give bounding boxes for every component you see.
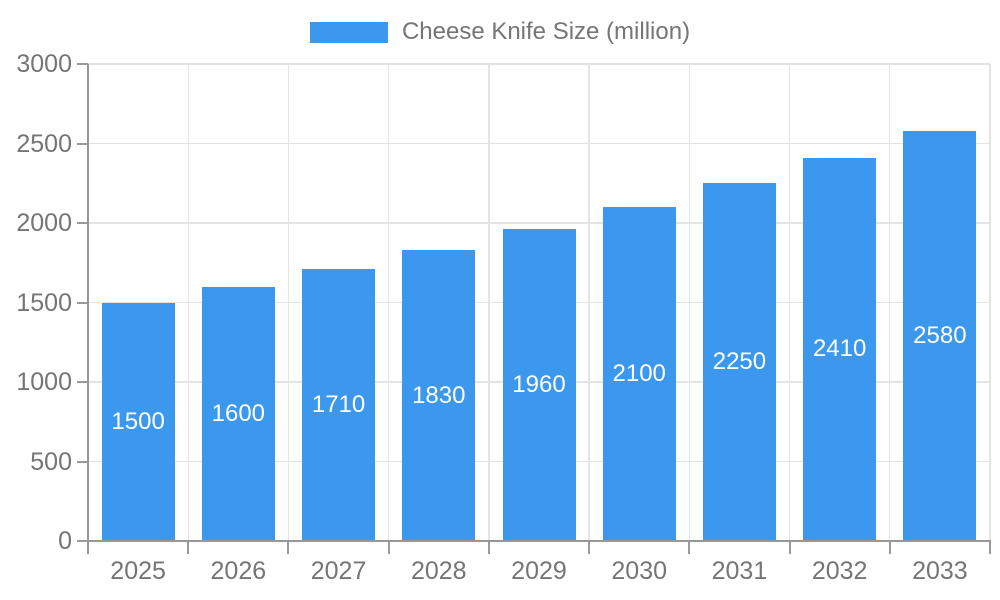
y-axis-tick — [77, 381, 88, 383]
bar[interactable]: 1960 — [502, 229, 576, 541]
bar[interactable]: 2250 — [702, 183, 776, 541]
x-axis-tick-label: 2027 — [310, 557, 367, 585]
gridline-horizontal — [88, 142, 990, 145]
bar[interactable]: 2100 — [602, 207, 676, 541]
x-axis-tick-label: 2026 — [210, 557, 267, 585]
bar[interactable]: 1500 — [101, 302, 175, 541]
x-axis-tick-label: 2029 — [511, 557, 567, 585]
gridline-horizontal — [88, 222, 990, 224]
x-axis-tick — [487, 541, 490, 554]
x-axis-tick-label: 2031 — [711, 557, 768, 585]
gridline-vertical — [187, 64, 189, 541]
bar-value-label: 2100 — [612, 360, 666, 388]
gridline-vertical — [889, 64, 891, 541]
y-axis-tick — [77, 63, 88, 65]
bar-value-label: 1600 — [211, 399, 266, 427]
gridline-vertical — [588, 64, 590, 541]
bar[interactable]: 2580 — [903, 130, 977, 541]
bar[interactable]: 2410 — [803, 157, 877, 541]
bar-value-label: 1960 — [512, 371, 566, 399]
x-axis-tick — [187, 541, 190, 554]
y-axis-tick-label: 2000 — [16, 209, 72, 237]
bar-value-label: 2250 — [712, 348, 767, 376]
x-axis-tick-label: 2033 — [912, 557, 968, 585]
x-axis-tick — [788, 541, 791, 554]
x-axis-tick — [287, 541, 290, 554]
y-axis-tick — [77, 460, 88, 463]
gridline-vertical — [688, 64, 691, 541]
legend[interactable]: Cheese Knife Size (million) — [0, 16, 1000, 48]
gridline-vertical — [788, 64, 791, 541]
y-axis-tick-label: 1500 — [16, 288, 72, 317]
bar-value-label: 1500 — [111, 407, 165, 435]
y-axis-tick — [77, 142, 88, 145]
y-axis-tick-label: 3000 — [16, 50, 72, 78]
x-axis-tick-label: 2028 — [410, 557, 467, 585]
gridline-vertical — [488, 64, 490, 541]
y-axis-tick — [77, 540, 88, 542]
gridline-vertical — [989, 64, 991, 541]
x-axis-tick-label: 2025 — [110, 557, 166, 585]
y-axis-tick — [77, 301, 88, 304]
x-axis-tick-label: 2030 — [611, 557, 668, 585]
bar[interactable]: 1710 — [302, 269, 376, 541]
x-axis-tick — [688, 541, 691, 554]
gridline-horizontal — [88, 63, 990, 65]
x-axis-tick — [989, 541, 991, 554]
bar-value-label: 2410 — [812, 335, 867, 363]
x-axis-tick — [387, 541, 390, 554]
bar[interactable]: 1600 — [201, 286, 275, 541]
y-axis-tick-label: 1000 — [16, 368, 72, 396]
y-axis-tick-label: 2500 — [16, 129, 72, 158]
bar-value-label: 2580 — [913, 321, 967, 349]
bar-value-label: 1710 — [311, 391, 366, 419]
gridline-vertical — [387, 64, 390, 541]
x-axis-tick — [588, 541, 591, 554]
legend-label: Cheese Knife Size (million) — [401, 18, 691, 45]
bar[interactable]: 1830 — [402, 250, 476, 541]
bar-value-label: 1830 — [412, 381, 466, 409]
y-axis-tick-label: 500 — [30, 447, 72, 476]
gridline-vertical — [287, 64, 290, 541]
x-axis-tick-label: 2032 — [811, 557, 868, 585]
y-axis-line — [87, 64, 89, 554]
legend-swatch — [309, 21, 388, 43]
x-axis-line — [87, 540, 991, 542]
y-axis-tick-label: 0 — [58, 527, 72, 555]
y-axis-tick — [77, 222, 88, 224]
x-axis-tick — [888, 541, 891, 554]
